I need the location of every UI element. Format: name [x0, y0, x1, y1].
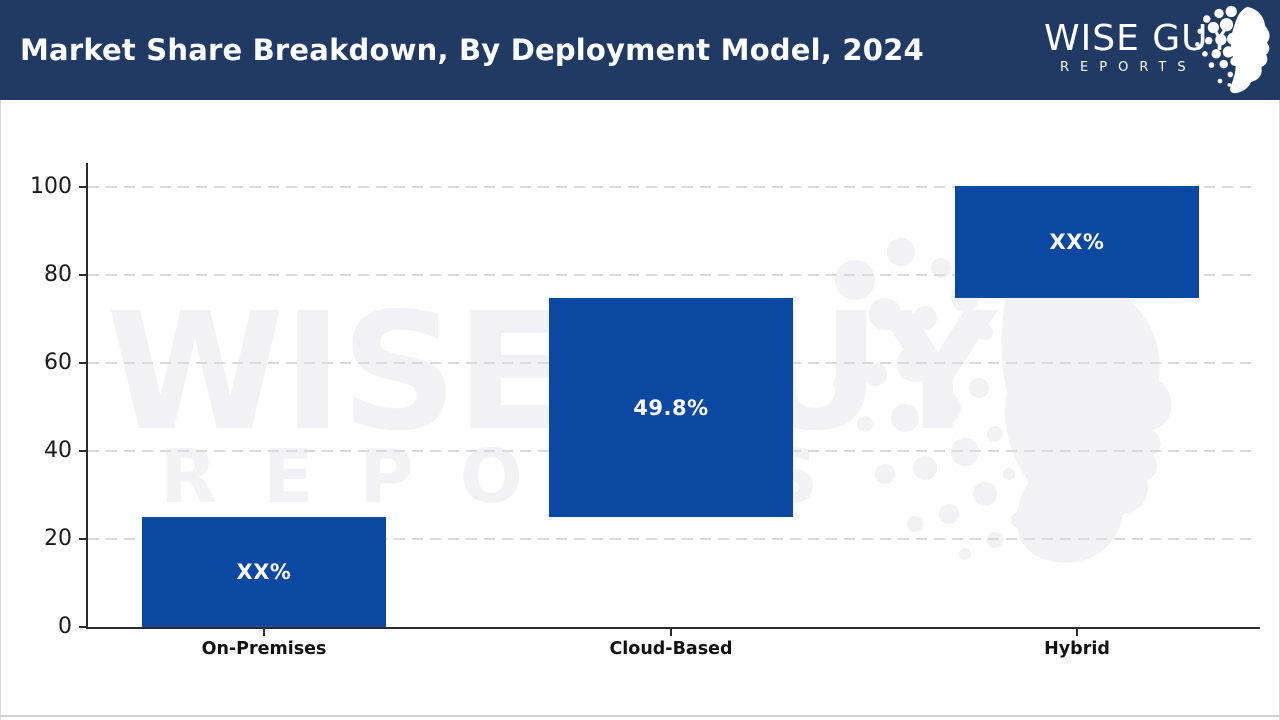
y-tick-label-40: 40	[44, 438, 72, 463]
logo-tagline-text: REPORTS	[1060, 60, 1197, 75]
y-tick-20	[79, 538, 86, 540]
gridline-20	[88, 538, 1258, 540]
head-profile-logo-icon	[1195, 5, 1270, 94]
bottom-frame-border	[0, 715, 1280, 717]
y-tick-60	[79, 362, 86, 364]
header-band: Market Share Breakdown, By Deployment Mo…	[0, 0, 1280, 100]
bar-value-label-on-premises: XX%	[236, 560, 292, 584]
bar-on-premises: XX%	[142, 517, 386, 627]
left-frame-border	[0, 100, 1, 720]
bar-value-label-cloud-based: 49.8%	[633, 395, 709, 420]
y-tick-label-0: 0	[58, 614, 72, 639]
y-tick-label-80: 80	[44, 262, 72, 287]
y-tick-100	[79, 186, 86, 188]
wise-guy-logo: WISE GUY REPORTS	[1030, 0, 1280, 100]
y-tick-label-100: 100	[30, 174, 72, 199]
bar-cloud-based: 49.8%	[549, 298, 793, 517]
x-tick-on-premises	[263, 629, 265, 636]
x-label-on-premises: On-Premises	[201, 639, 327, 659]
x-label-hybrid: Hybrid	[1044, 639, 1110, 659]
gridline-80	[88, 274, 1258, 276]
y-tick-0	[79, 626, 86, 628]
y-tick-80	[79, 274, 86, 276]
x-tick-cloud-based	[670, 629, 672, 636]
bar-hybrid: XX%	[955, 186, 1199, 298]
y-tick-40	[79, 450, 86, 452]
x-tick-hybrid	[1076, 629, 1078, 636]
y-tick-label-20: 20	[44, 526, 72, 551]
x-axis-line	[86, 627, 1260, 629]
bar-value-label-hybrid: XX%	[1049, 230, 1105, 254]
logo-name-text: WISE GUY	[1044, 18, 1232, 59]
x-label-cloud-based: Cloud-Based	[609, 639, 733, 659]
gridline-100	[88, 186, 1258, 188]
page-title: Market Share Breakdown, By Deployment Mo…	[20, 33, 924, 67]
y-axis-line	[86, 163, 88, 629]
y-tick-label-60: 60	[44, 350, 72, 375]
